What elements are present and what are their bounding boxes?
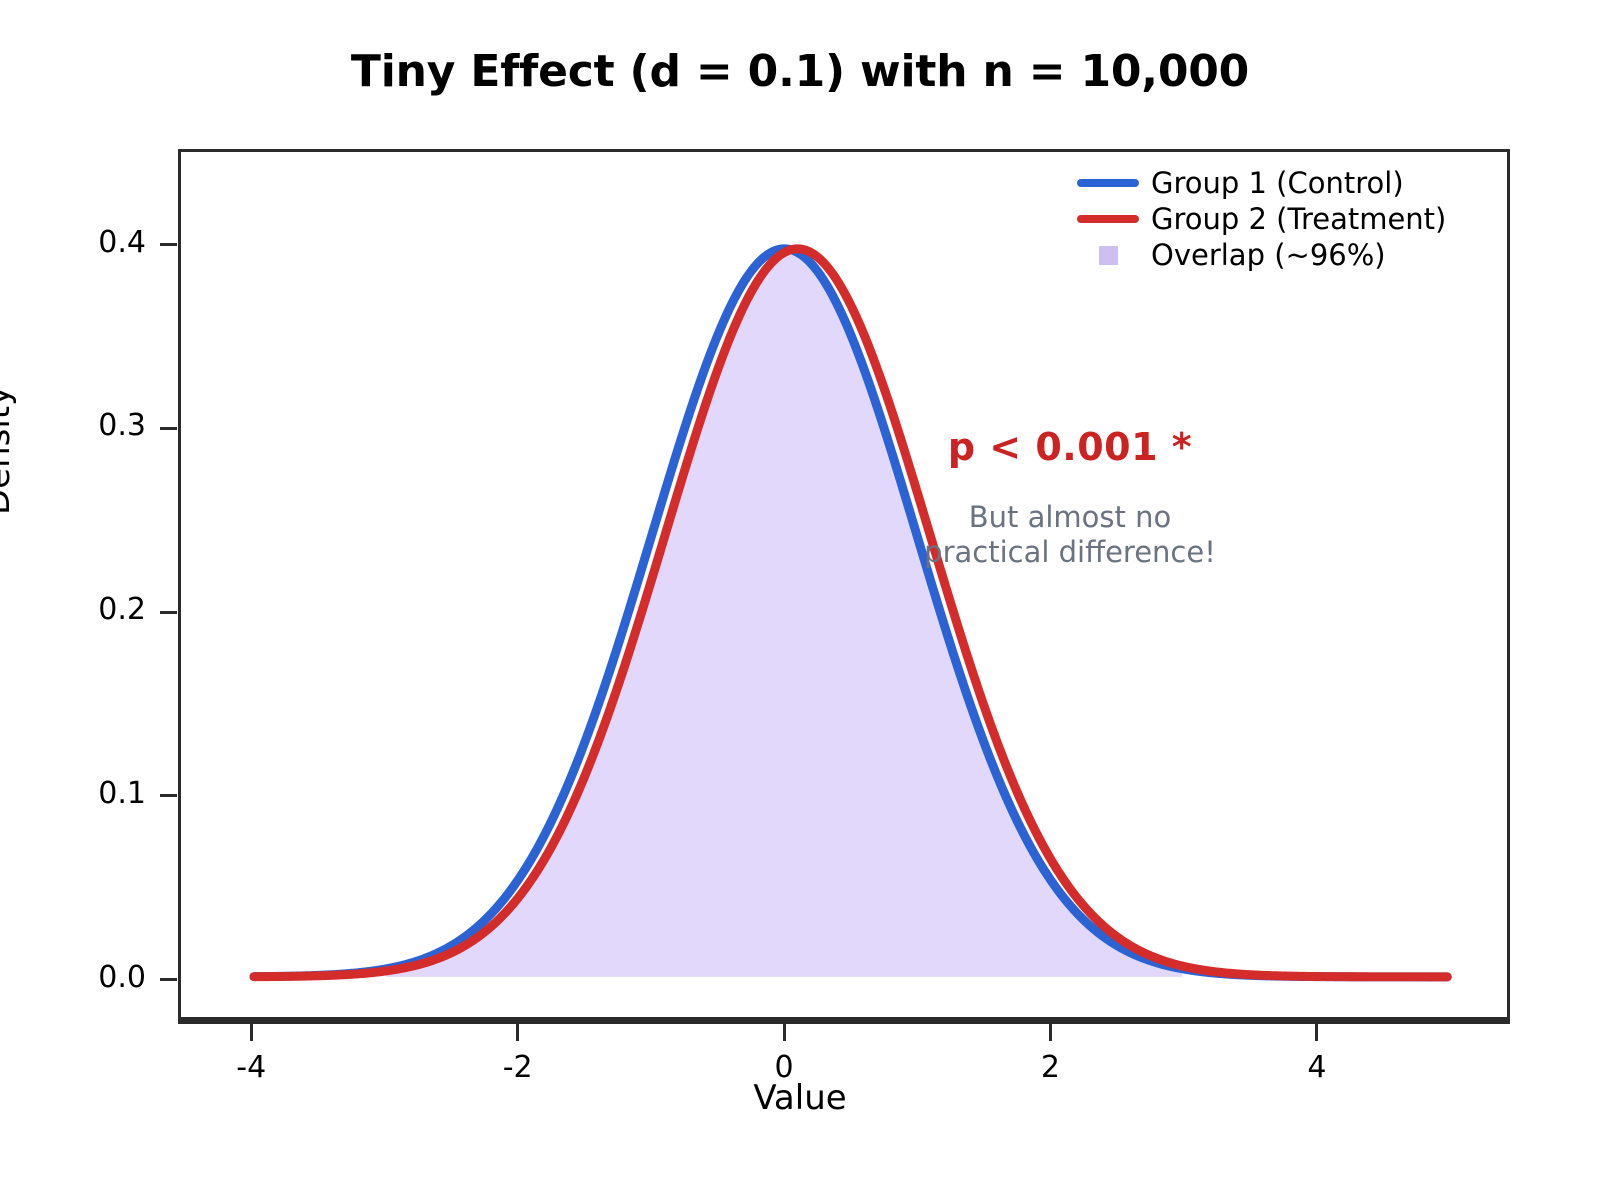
plot-area: Group 1 (Control) Group 2 (Treatment) Ov… [178, 149, 1510, 1020]
x-axis-label: Value [753, 1078, 847, 1118]
legend-item-group-2: Group 2 (Treatment) [1073, 201, 1493, 237]
y-tick-mark [160, 243, 177, 247]
y-tick-mark [160, 426, 177, 430]
x-tick-mark [249, 1024, 253, 1041]
p-value-annotation: p < 0.001 * [947, 425, 1193, 469]
y-tick-mark [160, 978, 177, 982]
x-tick-mark [1048, 1024, 1052, 1041]
overlap-fill-region [386, 249, 1183, 977]
legend-item-group-1: Group 1 (Control) [1073, 165, 1493, 201]
page-title: Tiny Effect (d = 0.1) with n = 10,000 [350, 46, 1250, 97]
x-tick-mark [782, 1024, 786, 1041]
y-tick-mark [160, 794, 177, 798]
y-tick-mark [160, 610, 177, 614]
legend-line-icon-group-1 [1073, 179, 1143, 187]
y-axis-label: Density [0, 385, 18, 515]
legend: Group 1 (Control) Group 2 (Treatment) Ov… [1073, 165, 1493, 273]
x-tick-mark [1315, 1024, 1319, 1041]
practical-difference-annotation: But almost no practical difference! [840, 500, 1300, 571]
y-tick-label: 0.4 [98, 224, 146, 260]
legend-label-overlap: Overlap (~96%) [1151, 238, 1386, 272]
x-axis-line [178, 1020, 1510, 1024]
practical-difference-line-1: But almost no [968, 500, 1172, 534]
group-2-curve [249, 244, 1452, 982]
y-tick-label: 0.2 [98, 592, 146, 628]
legend-label-group-2: Group 2 (Treatment) [1151, 202, 1447, 236]
x-tick-mark [516, 1024, 520, 1041]
practical-difference-line-2: practical difference! [924, 535, 1216, 570]
legend-line-icon-group-2 [1073, 215, 1143, 223]
legend-label-group-1: Group 1 (Control) [1151, 166, 1404, 200]
x-tick-label: 2 [1040, 1050, 1060, 1085]
legend-square-icon-overlap [1073, 245, 1143, 265]
x-tick-label: -2 [502, 1050, 533, 1085]
x-tick-label: 4 [1307, 1050, 1327, 1085]
density-curves [249, 244, 1452, 982]
x-tick-label: -4 [236, 1050, 267, 1085]
y-tick-label: 0.0 [98, 959, 146, 995]
x-tick-label: 0 [774, 1050, 794, 1085]
y-tick-label: 0.3 [98, 408, 146, 444]
y-tick-label: 0.1 [98, 775, 146, 811]
legend-item-overlap: Overlap (~96%) [1073, 237, 1493, 273]
